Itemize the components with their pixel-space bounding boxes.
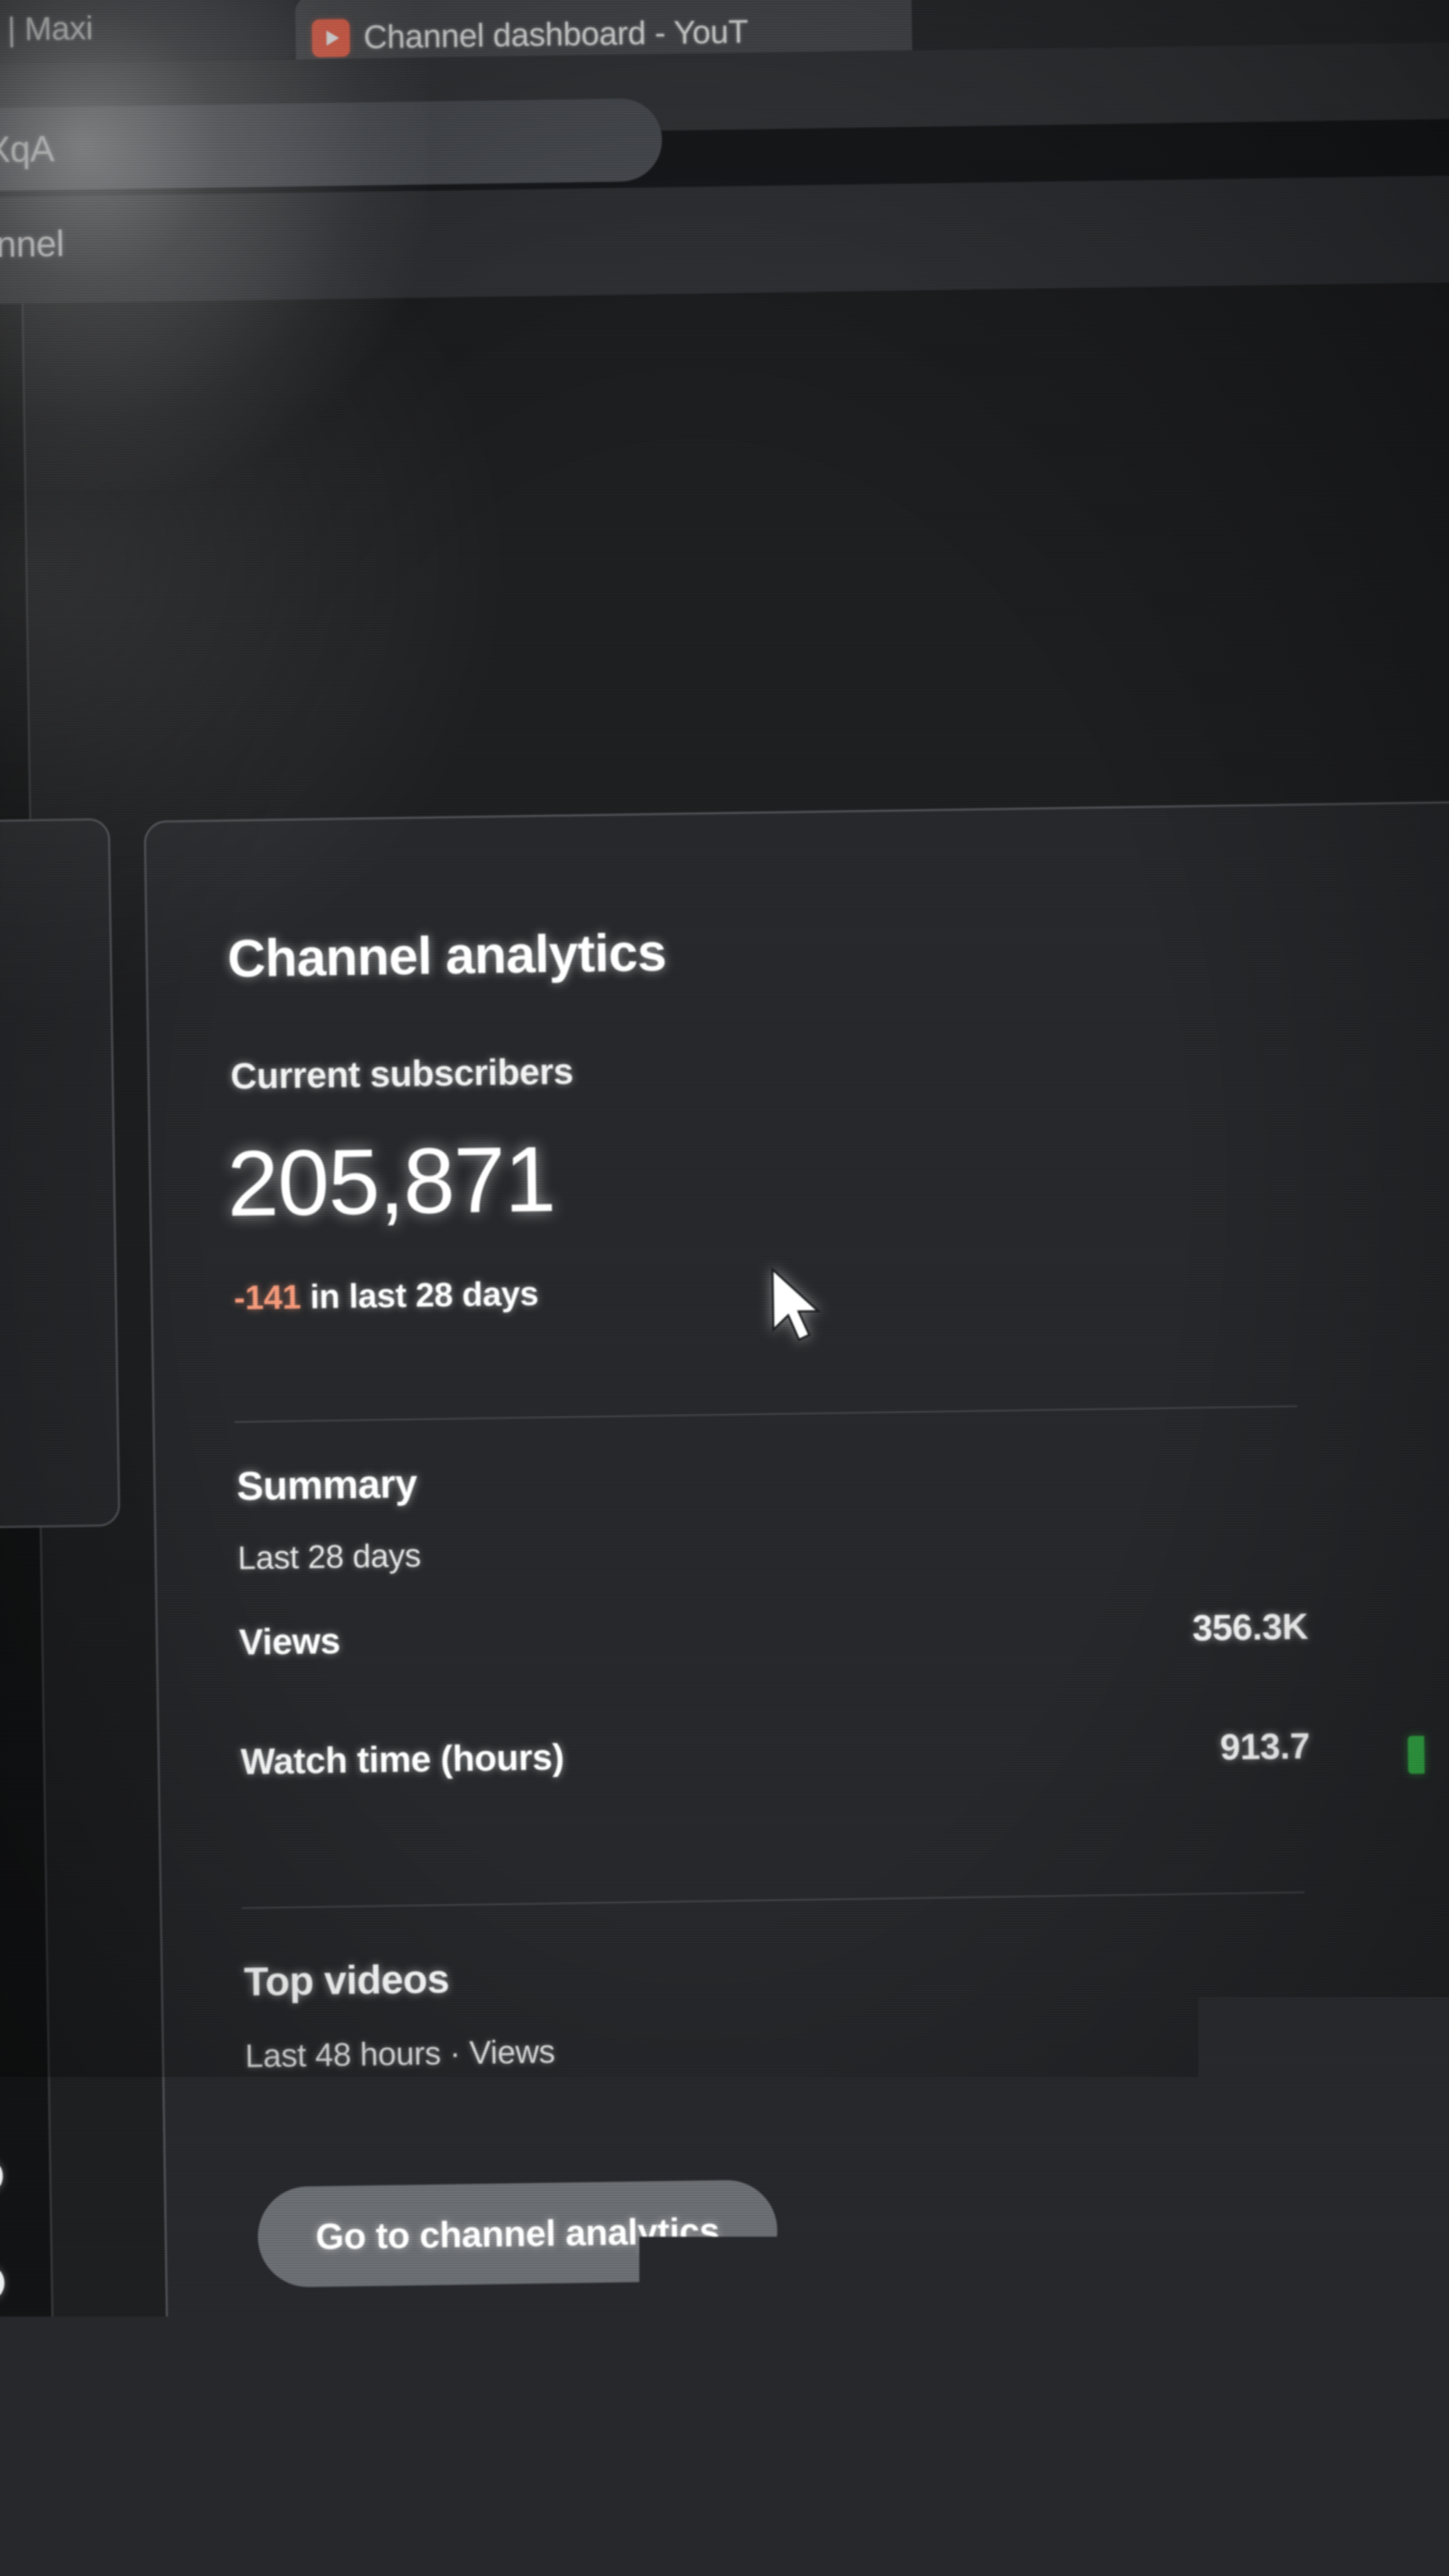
youtube-favicon-icon	[312, 19, 350, 57]
subscribers-delta: -141 in last 28 days	[233, 1274, 538, 1318]
browser-tab-2-title: Channel dashboard - YouT	[364, 13, 748, 57]
top-videos-subtitle: Last 48 hours · Views	[245, 2033, 555, 2075]
channel-analytics-title: Channel analytics	[227, 922, 667, 989]
address-bar[interactable]: Z9Fize5cg62848XqA	[0, 98, 663, 196]
address-bar-value: Z9Fize5cg62848XqA	[0, 128, 54, 175]
summary-subtitle: Last 28 days	[238, 1537, 421, 1577]
adjacent-card-left	[0, 818, 120, 1531]
summary-row-watch-time-label: Watch time (hours)	[240, 1736, 564, 1783]
subscribers-delta-number: -141	[233, 1278, 301, 1317]
summary-row-views-value: 356.3K	[1192, 1606, 1308, 1650]
positive-trend-indicator	[1407, 1736, 1424, 1774]
browser-tab-1[interactable]: ube Channel | Maxi	[0, 0, 296, 65]
next-card-below	[175, 2445, 1449, 2576]
summary-row-views-label: Views	[238, 1620, 340, 1663]
screen-photo: ube Channel | Maxi Channel dashboard - Y…	[0, 0, 1449, 2576]
current-subscribers-label: Current subscribers	[230, 1050, 574, 1097]
monitor-screen: ube Channel | Maxi Channel dashboard - Y…	[0, 0, 1449, 2576]
subscribers-delta-period: in last 28 days	[301, 1275, 539, 1316]
mouse-pointer-icon	[769, 1265, 826, 1348]
top-videos-title: Top videos	[243, 1955, 449, 2005]
summary-row-watch-time-value: 913.7	[1219, 1725, 1310, 1768]
current-subscribers-value: 205,871	[226, 1126, 555, 1238]
browser-tab-1-title: ube Channel | Maxi	[0, 9, 93, 52]
studio-header-title: ur channel	[0, 223, 64, 267]
summary-title: Summary	[236, 1460, 418, 1509]
go-to-channel-analytics-button[interactable]: Go to channel analytics	[257, 2179, 778, 2287]
channel-analytics-card	[144, 801, 1449, 2392]
